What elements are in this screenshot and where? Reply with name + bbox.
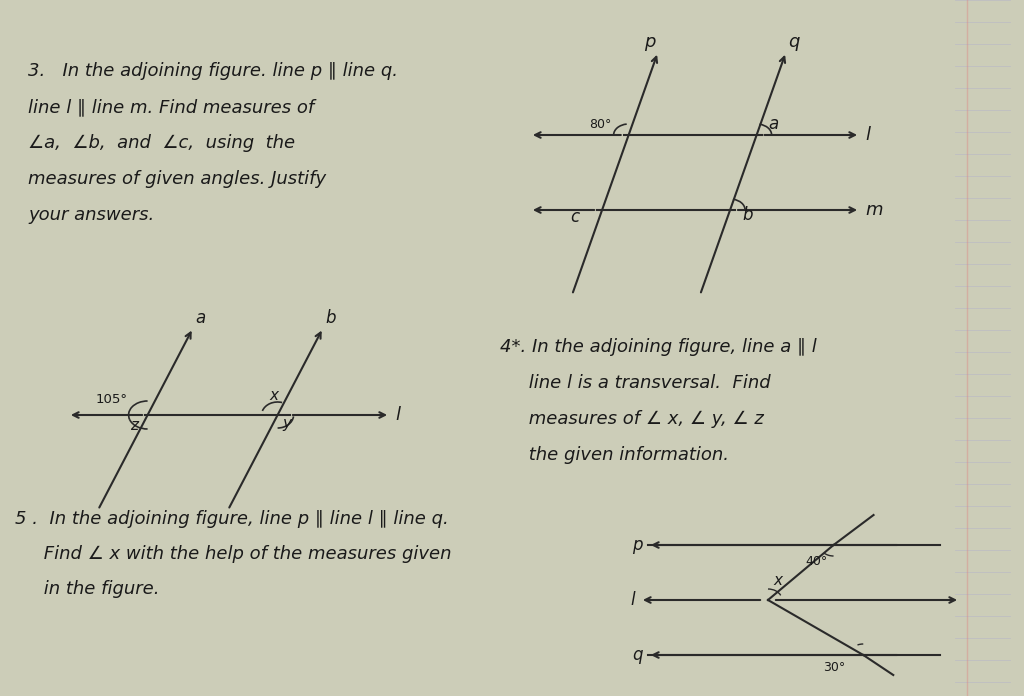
Text: 3.   In the adjoining figure. line p ∥ line q.: 3. In the adjoining figure. line p ∥ lin… [28,62,398,80]
Text: p: p [644,33,655,51]
Text: a: a [769,115,779,133]
Text: Find ∠ x with the help of the measures given: Find ∠ x with the help of the measures g… [15,545,452,563]
Text: line l ∥ line m. Find measures of: line l ∥ line m. Find measures of [28,98,314,116]
Text: x: x [773,573,782,588]
Text: the given information.: the given information. [500,446,729,464]
Text: a: a [195,309,205,327]
Text: line l is a transversal.  Find: line l is a transversal. Find [500,374,771,392]
Text: measures of ∠ x, ∠ y, ∠ z: measures of ∠ x, ∠ y, ∠ z [500,410,764,428]
Text: 30°: 30° [823,661,846,674]
Text: l: l [865,126,870,144]
Text: m: m [865,201,883,219]
Text: q: q [633,646,643,664]
Text: z: z [130,418,137,433]
Text: p: p [633,536,643,554]
Text: in the figure.: in the figure. [15,580,160,598]
Text: 40°: 40° [806,555,827,568]
Text: b: b [325,309,336,327]
Text: 105°: 105° [95,393,128,406]
Text: q: q [788,33,800,51]
Text: y: y [283,416,292,431]
Text: your answers.: your answers. [28,206,155,224]
Text: b: b [742,206,753,224]
Text: x: x [269,388,279,403]
Text: 4*. In the adjoining figure, line a ∥ l: 4*. In the adjoining figure, line a ∥ l [500,338,817,356]
Text: l: l [395,406,400,424]
Text: 5 .  In the adjoining figure, line p ∥ line l ∥ line q.: 5 . In the adjoining figure, line p ∥ li… [15,510,449,528]
Text: measures of given angles. Justify: measures of given angles. Justify [28,170,326,188]
Text: 80°: 80° [590,118,611,131]
Text: l: l [631,591,635,609]
Text: ∠a,  ∠b,  and  ∠c,  using  the: ∠a, ∠b, and ∠c, using the [28,134,295,152]
Text: c: c [570,208,580,226]
